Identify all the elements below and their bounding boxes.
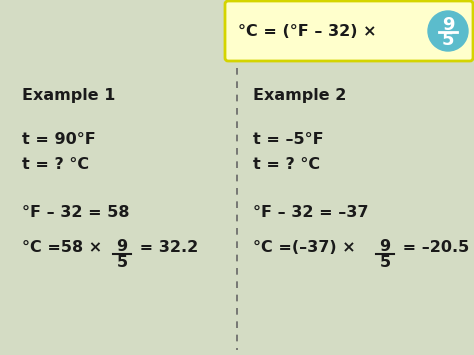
Text: °C =58 ×: °C =58 × bbox=[22, 240, 102, 255]
Text: 5: 5 bbox=[380, 255, 391, 270]
Text: = 32.2: = 32.2 bbox=[134, 240, 198, 255]
Text: = –20.5: = –20.5 bbox=[397, 240, 469, 255]
Text: °C =(–37) ×: °C =(–37) × bbox=[253, 240, 356, 255]
Text: t = –5°F: t = –5°F bbox=[253, 132, 324, 147]
Circle shape bbox=[428, 11, 468, 51]
Text: °F – 32 = 58: °F – 32 = 58 bbox=[22, 205, 129, 220]
Text: 9: 9 bbox=[380, 239, 391, 254]
Text: °C = (°F – 32) ×: °C = (°F – 32) × bbox=[238, 23, 382, 38]
Text: 9: 9 bbox=[442, 16, 454, 34]
Text: 5: 5 bbox=[442, 31, 454, 49]
Text: 9: 9 bbox=[117, 239, 128, 254]
FancyBboxPatch shape bbox=[225, 1, 473, 61]
Text: Example 1: Example 1 bbox=[22, 88, 115, 103]
Text: t = 90°F: t = 90°F bbox=[22, 132, 96, 147]
Text: t = ? °C: t = ? °C bbox=[253, 157, 320, 172]
Text: Example 2: Example 2 bbox=[253, 88, 346, 103]
Text: °F – 32 = –37: °F – 32 = –37 bbox=[253, 205, 368, 220]
Text: 5: 5 bbox=[117, 255, 128, 270]
Text: t = ? °C: t = ? °C bbox=[22, 157, 89, 172]
